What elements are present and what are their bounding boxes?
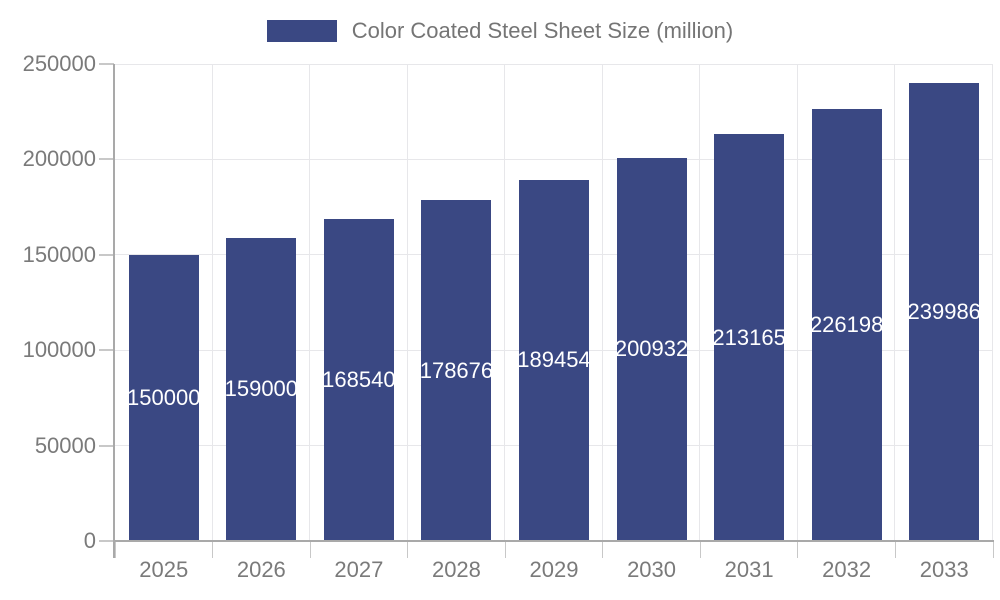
x-axis-tick <box>309 542 311 558</box>
bar-value-label: 159000 <box>224 376 299 402</box>
y-axis-tick <box>99 158 114 161</box>
y-axis-tick <box>99 444 114 447</box>
x-axis-tick <box>992 542 994 558</box>
bar-2031: 213165 <box>712 134 786 541</box>
x-axis-label: 2028 <box>431 557 481 582</box>
y-axis-label: 200000 <box>22 146 96 172</box>
legend-label: Color Coated Steel Sheet Size (million) <box>351 18 734 43</box>
x-axis-tick <box>602 542 604 558</box>
bar-value-label: 226198 <box>809 312 884 338</box>
y-axis-tick <box>99 349 114 352</box>
v-gridline <box>992 64 993 541</box>
x-axis-tick <box>504 542 506 558</box>
bar-2032: 226198 <box>809 109 884 541</box>
v-gridline <box>699 64 701 541</box>
x-axis-label: 2030 <box>627 557 677 582</box>
bar-2027: 168540 <box>322 219 396 541</box>
x-axis-label: 2033 <box>919 557 969 582</box>
y-axis-label: 150000 <box>22 241 96 267</box>
y-axis-label: 250000 <box>22 51 96 76</box>
bar-2028: 178676 <box>419 200 494 541</box>
v-gridline <box>211 64 213 541</box>
x-axis-label: 2031 <box>724 557 774 582</box>
x-axis-tick <box>699 542 701 558</box>
h-gridline <box>115 158 993 160</box>
bar-value-label: 178676 <box>419 357 494 383</box>
x-axis-label: 2032 <box>822 557 872 582</box>
y-axis-label: 50000 <box>34 432 96 458</box>
y-axis-line <box>113 64 115 558</box>
legend[interactable]: Color Coated Steel Sheet Size (million) <box>0 19 1000 43</box>
bar-2029: 189454 <box>517 179 591 541</box>
bar-2026: 159000 <box>224 237 299 541</box>
v-gridline <box>894 64 896 541</box>
bar-2025: 150000 <box>127 254 201 541</box>
y-axis-label: 0 <box>83 528 96 553</box>
y-axis-tick <box>99 540 114 542</box>
bar-value-label: 150000 <box>127 384 201 410</box>
v-gridline <box>406 64 408 541</box>
x-axis-label: 2027 <box>334 557 384 582</box>
v-gridline <box>796 64 798 541</box>
y-axis-tick <box>99 253 114 256</box>
y-axis-tick <box>99 63 114 65</box>
x-axis-label: 2026 <box>236 557 286 582</box>
bar-2033: 239986 <box>907 83 981 541</box>
h-gridline <box>115 63 993 65</box>
bar-value-label: 200932 <box>614 336 689 362</box>
x-axis-tick <box>407 542 409 558</box>
x-axis-tick <box>894 542 896 558</box>
x-axis-line <box>113 540 994 542</box>
bar-value-label: 189454 <box>517 347 591 373</box>
bar-value-label: 213165 <box>712 324 786 350</box>
legend-swatch <box>266 20 337 42</box>
v-gridline <box>601 64 603 541</box>
y-axis-label: 100000 <box>22 337 96 363</box>
v-gridline <box>309 64 311 541</box>
bar-value-label: 239986 <box>907 299 981 325</box>
bar-value-label: 168540 <box>322 367 396 393</box>
plot-area: 150000 159000 168540 178676 189454 200932 2131… <box>115 63 993 541</box>
x-axis-tick <box>212 542 214 558</box>
x-axis-label: 2025 <box>139 557 189 582</box>
x-axis-tick <box>797 542 799 558</box>
v-gridline <box>504 64 506 541</box>
bar-2030: 200932 <box>614 157 689 541</box>
x-axis-label: 2029 <box>529 557 579 582</box>
x-axis-tick <box>114 542 116 558</box>
